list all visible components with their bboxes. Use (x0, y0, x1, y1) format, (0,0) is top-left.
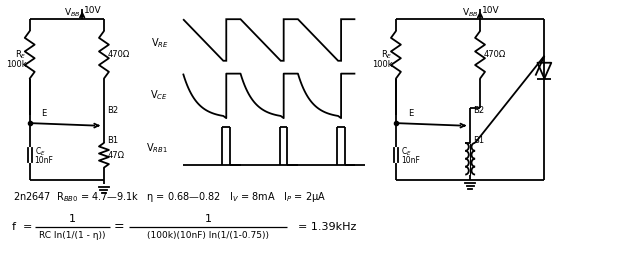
Text: V$_{RB1}$: V$_{RB1}$ (146, 141, 168, 155)
Text: C$_E$: C$_E$ (401, 146, 412, 158)
Text: f  =: f = (12, 222, 32, 232)
Text: 100k: 100k (6, 60, 27, 69)
Text: 10nF: 10nF (401, 156, 420, 165)
Text: V$_{BB}$: V$_{BB}$ (461, 6, 478, 19)
Text: 1: 1 (205, 214, 211, 224)
Text: B1: B1 (107, 136, 118, 146)
Text: (100k)(10nF) ln(1/(1-0.75)): (100k)(10nF) ln(1/(1-0.75)) (147, 231, 269, 240)
Text: =: = (113, 221, 124, 234)
Text: 1: 1 (69, 214, 76, 224)
Text: V$_{BB}$: V$_{BB}$ (64, 6, 80, 19)
Text: RC ln(1/(1 - η)): RC ln(1/(1 - η)) (39, 231, 105, 240)
Text: E: E (408, 109, 413, 118)
Text: 470Ω: 470Ω (484, 50, 507, 59)
Text: 100k: 100k (373, 60, 393, 69)
Text: B1: B1 (473, 136, 484, 146)
Text: V$_{CE}$: V$_{CE}$ (151, 88, 168, 102)
Text: R$_E$: R$_E$ (15, 49, 27, 61)
Text: 47Ω: 47Ω (108, 151, 125, 160)
Text: R$_E$: R$_E$ (381, 49, 393, 61)
Text: V$_{RE}$: V$_{RE}$ (151, 36, 168, 50)
Text: 2n2647  R$_{BB0}$ = 4.7—9.1k   η = 0.68—0.82   I$_V$ = 8mA   I$_P$ = 2μA: 2n2647 R$_{BB0}$ = 4.7—9.1k η = 0.68—0.8… (13, 190, 326, 204)
Text: 470Ω: 470Ω (108, 50, 130, 59)
Text: C$_E$: C$_E$ (35, 146, 45, 158)
Text: = 1.39kHz: = 1.39kHz (298, 222, 356, 232)
Text: B2: B2 (107, 106, 118, 115)
Text: 10V: 10V (84, 6, 102, 15)
Text: E: E (42, 109, 47, 118)
Text: 10nF: 10nF (35, 156, 53, 165)
Text: B2: B2 (473, 106, 484, 115)
Text: 10V: 10V (482, 6, 500, 15)
